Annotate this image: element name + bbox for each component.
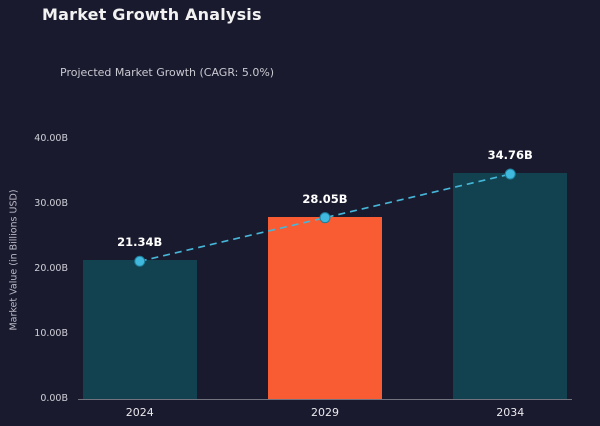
- value-label: 28.05B: [302, 191, 348, 206]
- value-label: 21.34B: [117, 235, 163, 250]
- bar-2024: [82, 260, 197, 399]
- y-tick-label: 10.00B: [34, 328, 68, 339]
- x-tick-label: 2034: [496, 406, 525, 419]
- x-tick-label: 2024: [125, 406, 154, 419]
- x-tick-label: 2029: [311, 406, 339, 419]
- chart-subtitle: Projected Market Growth (CAGR: 5.0%): [60, 66, 275, 79]
- y-tick-label: 0.00B: [40, 393, 68, 404]
- value-label: 34.76B: [487, 148, 533, 163]
- chart-title: Market Growth Analysis: [42, 5, 262, 24]
- y-tick-label: 20.00B: [34, 263, 68, 274]
- y-tick-label: 40.00B: [34, 133, 68, 144]
- bar-2034: [453, 173, 568, 399]
- plot-area: 0.00B 10.00B 20.00B 30.00B 40.00B 2024 21.34B 2…: [34, 118, 572, 419]
- y-tick-label: 30.00B: [34, 198, 68, 209]
- bar-2029: [268, 216, 382, 399]
